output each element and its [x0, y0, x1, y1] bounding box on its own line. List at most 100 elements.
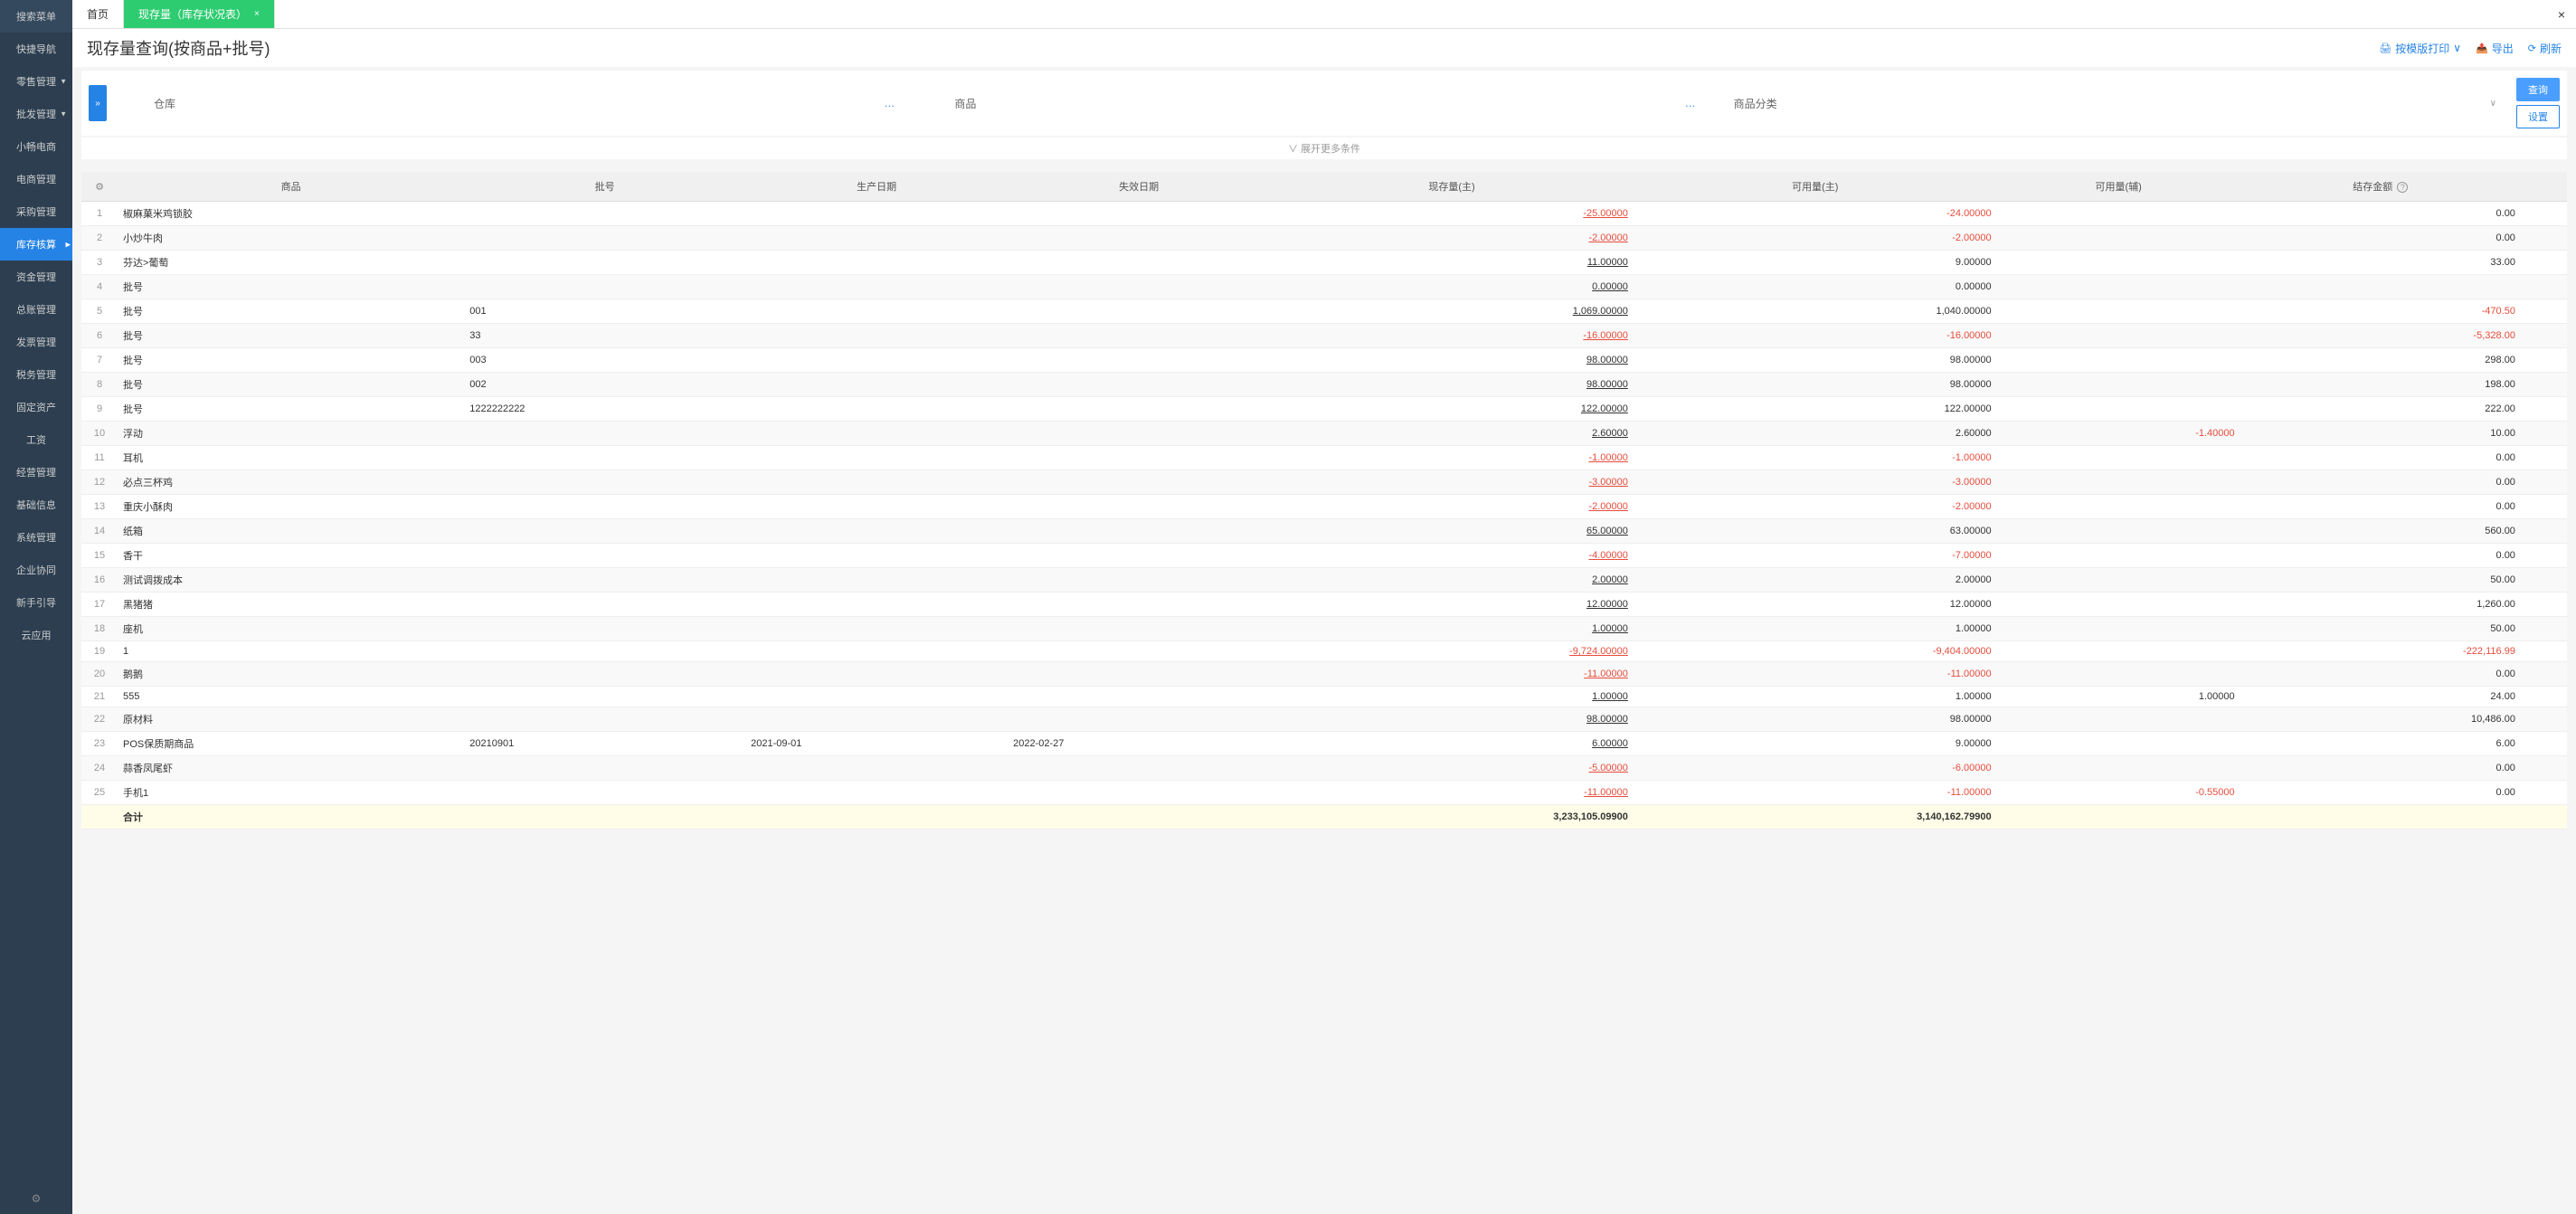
- sidebar-item[interactable]: 基础信息: [0, 488, 72, 521]
- col-avail-main[interactable]: 可用量(主): [1634, 172, 1997, 202]
- sidebar-item[interactable]: 采购管理: [0, 195, 72, 228]
- sidebar-item[interactable]: 零售管理▼: [0, 65, 72, 98]
- lookup-icon[interactable]: …: [1685, 97, 1696, 109]
- table-header-row: ⚙ 商品 批号 生产日期 失效日期 现存量(主) 可用量(主) 可用量(辅) 结…: [81, 172, 2567, 202]
- tabs-close-all[interactable]: ×: [2547, 7, 2576, 22]
- column-settings[interactable]: ⚙: [81, 172, 118, 202]
- filter-collapse-toggle[interactable]: »: [89, 85, 107, 121]
- table-row[interactable]: 8批号00298.0000098.00000198.00: [81, 373, 2567, 397]
- lookup-icon[interactable]: …: [884, 97, 895, 109]
- tab-stock[interactable]: 现存量（库存状况表） ×: [124, 0, 275, 28]
- close-icon[interactable]: ×: [254, 9, 260, 19]
- sidebar-item[interactable]: 新手引导: [0, 586, 72, 619]
- sidebar-settings[interactable]: ⚙: [0, 1183, 72, 1214]
- tab-bar: 首页 现存量（库存状况表） × ×: [72, 0, 2576, 29]
- table-row[interactable]: 7批号00398.0000098.00000298.00: [81, 348, 2567, 373]
- refresh-icon: ⟳: [2528, 43, 2536, 54]
- sidebar-item[interactable]: 工资: [0, 423, 72, 456]
- col-avail-aux[interactable]: 可用量(辅): [1997, 172, 2240, 202]
- page-title: 现存量查询(按商品+批号): [87, 36, 270, 60]
- sidebar-item[interactable]: 云应用: [0, 619, 72, 651]
- table-row[interactable]: 20鹅鹅-11.00000-11.000000.00: [81, 662, 2567, 687]
- tab-stock-label: 现存量（库存状况表）: [138, 6, 247, 22]
- filter-section: » 仓库 … 商品 … 商品分类 ∨: [72, 67, 2576, 163]
- category-input[interactable]: ∨: [1785, 91, 2502, 115]
- table-row[interactable]: 1椒麻菓米鸡锁胶-25.00000-24.000000.00: [81, 202, 2567, 226]
- table-row[interactable]: 10浮动2.600002.60000-1.4000010.00: [81, 422, 2567, 446]
- table-row[interactable]: 5批号0011,069.000001,040.00000-470.50: [81, 299, 2567, 324]
- sidebar-item[interactable]: 电商管理: [0, 163, 72, 195]
- chevron-down-icon: ▼: [60, 110, 67, 119]
- sidebar-item[interactable]: 企业协同: [0, 554, 72, 586]
- sidebar-item[interactable]: 总账管理: [0, 293, 72, 326]
- table-row[interactable]: 11耳机-1.00000-1.000000.00: [81, 446, 2567, 470]
- main-content: 首页 现存量（库存状况表） × × 现存量查询(按商品+批号) 🖨 按模版打印 …: [72, 0, 2576, 1214]
- filter-category: 商品分类 ∨: [1716, 91, 2509, 115]
- table-row[interactable]: 13重庆小酥肉-2.00000-2.000000.00: [81, 495, 2567, 519]
- print-icon: 🖨: [2379, 43, 2391, 54]
- col-stock-main[interactable]: 现存量(主): [1270, 172, 1634, 202]
- col-prod-date[interactable]: 生产日期: [745, 172, 1008, 202]
- chevron-down-icon[interactable]: ∨: [2490, 99, 2496, 109]
- export-button[interactable]: 📤 导出: [2476, 41, 2514, 56]
- help-icon[interactable]: ?: [2397, 182, 2408, 193]
- table-row[interactable]: 191-9,724.00000-9,404.00000-222,116.99: [81, 641, 2567, 662]
- table-row[interactable]: 23POS保质期商品202109012021-09-012022-02-276.…: [81, 732, 2567, 756]
- sidebar-item[interactable]: 资金管理: [0, 261, 72, 293]
- sum-avail: 3,140,162.79900: [1634, 805, 1997, 830]
- expand-filters[interactable]: ∨ 展开更多条件: [81, 138, 2567, 159]
- table-row[interactable]: 17黑猪猪12.0000012.000001,260.00: [81, 593, 2567, 617]
- sidebar-item[interactable]: 发票管理: [0, 326, 72, 358]
- print-button[interactable]: 🖨 按模版打印 ∨: [2379, 41, 2461, 56]
- sidebar-item[interactable]: 库存核算▸: [0, 228, 72, 261]
- filter-product: 商品 …: [914, 91, 1708, 115]
- header-actions: 🖨 按模版打印 ∨ 📤 导出 ⟳ 刷新: [2379, 41, 2562, 56]
- summary-row: 合计 3,233,105.09900 3,140,162.79900: [81, 805, 2567, 830]
- table-row[interactable]: 24蒜香凤尾虾-5.00000-6.000000.00: [81, 756, 2567, 781]
- warehouse-input[interactable]: …: [183, 91, 900, 115]
- arrow-right-icon: ▸: [65, 239, 71, 251]
- table-row[interactable]: 3芬达>葡萄11.000009.0000033.00: [81, 251, 2567, 275]
- table-row[interactable]: 12必点三杯鸡-3.00000-3.000000.00: [81, 470, 2567, 495]
- sum-label: 合计: [118, 805, 464, 830]
- table-row[interactable]: 16测试调拨成本2.000002.0000050.00: [81, 568, 2567, 593]
- table-row[interactable]: 9批号1222222222122.00000122.00000222.00: [81, 397, 2567, 422]
- sidebar-item[interactable]: 税务管理: [0, 358, 72, 391]
- col-batch[interactable]: 批号: [464, 172, 745, 202]
- sum-stock: 3,233,105.09900: [1270, 805, 1634, 830]
- table-row[interactable]: 18座机1.000001.0000050.00: [81, 617, 2567, 641]
- table-row[interactable]: 15香干-4.00000-7.000000.00: [81, 544, 2567, 568]
- chevron-down-icon: ∨: [2453, 42, 2461, 54]
- table-row[interactable]: 6批号33-16.00000-16.00000-5,328.00: [81, 324, 2567, 348]
- tab-home[interactable]: 首页: [72, 0, 124, 28]
- table-row[interactable]: 22原材料98.0000098.0000010,486.00: [81, 707, 2567, 732]
- stock-table: ⚙ 商品 批号 生产日期 失效日期 现存量(主) 可用量(主) 可用量(辅) 结…: [81, 172, 2567, 830]
- query-button[interactable]: 查询: [2516, 78, 2560, 101]
- table-row[interactable]: 14纸箱65.0000063.00000560.00: [81, 519, 2567, 544]
- chevron-down-icon: ∨: [1288, 144, 1298, 155]
- col-product[interactable]: 商品: [118, 172, 464, 202]
- col-balance[interactable]: 结存金额 ?: [2240, 172, 2521, 202]
- sidebar-item[interactable]: 快捷导航: [0, 33, 72, 65]
- table-row[interactable]: 2小炒牛肉-2.00000-2.000000.00: [81, 226, 2567, 251]
- col-expiry-date[interactable]: 失效日期: [1008, 172, 1270, 202]
- page-header: 现存量查询(按商品+批号) 🖨 按模版打印 ∨ 📤 导出 ⟳ 刷新: [72, 29, 2576, 67]
- table-row[interactable]: 25手机1-11.00000-11.00000-0.550000.00: [81, 781, 2567, 805]
- sidebar-item[interactable]: 系统管理: [0, 521, 72, 554]
- sidebar-item[interactable]: 搜索菜单: [0, 0, 72, 33]
- chevron-down-icon: ▼: [60, 78, 67, 86]
- sidebar-item[interactable]: 固定资产: [0, 391, 72, 423]
- sidebar-item[interactable]: 小畅电商: [0, 130, 72, 163]
- sidebar-item[interactable]: 经营管理: [0, 456, 72, 488]
- product-input[interactable]: …: [983, 91, 1700, 115]
- refresh-button[interactable]: ⟳ 刷新: [2528, 41, 2562, 56]
- export-icon: 📤: [2476, 43, 2488, 54]
- table-row[interactable]: 4批号0.000000.00000: [81, 275, 2567, 299]
- table-row[interactable]: 215551.000001.000001.0000024.00: [81, 687, 2567, 707]
- gear-icon: ⚙: [32, 1192, 42, 1205]
- settings-button[interactable]: 设置: [2516, 105, 2560, 128]
- table-container: ⚙ 商品 批号 生产日期 失效日期 现存量(主) 可用量(主) 可用量(辅) 结…: [72, 163, 2576, 1214]
- sidebar-item[interactable]: 批发管理▼: [0, 98, 72, 130]
- gear-icon: ⚙: [95, 182, 104, 193]
- filter-warehouse: 仓库 …: [114, 91, 907, 115]
